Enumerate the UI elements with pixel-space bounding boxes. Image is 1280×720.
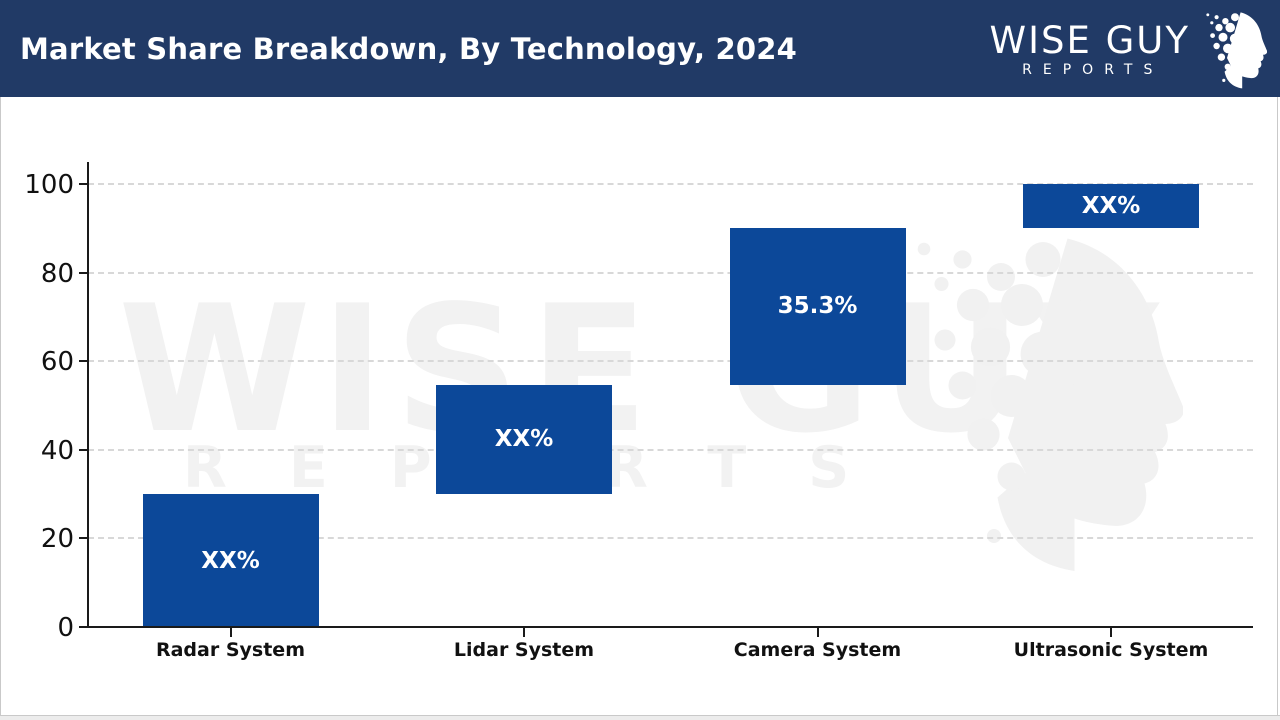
bar-value-label: XX% (1081, 193, 1141, 220)
card-border-left (0, 97, 1, 720)
x-tick-2 (816, 628, 819, 637)
y-gridline-40 (88, 448, 1253, 451)
y-tick-label-40: 40 (40, 435, 74, 466)
y-gridline-20 (88, 537, 1253, 540)
x-tick-label-2: Camera System (733, 639, 902, 661)
x-tick-0 (229, 628, 232, 637)
y-tick-label-80: 80 (40, 258, 74, 289)
x-axis-line (86, 625, 1253, 628)
brand-subname: REPORTS (1022, 62, 1164, 79)
y-tick-20 (79, 537, 88, 540)
bar-value-label: XX% (201, 547, 260, 574)
y-tick-label-20: 20 (40, 524, 74, 555)
bar-ultrasonic-system: XX% (1023, 184, 1199, 229)
y-tick-0 (79, 626, 88, 628)
y-tick-label-0: 0 (57, 613, 74, 643)
y-gridline-60 (88, 360, 1253, 363)
x-tick-label-3: Ultrasonic System (1013, 639, 1209, 661)
bar-camera-system: 35.3% (729, 228, 906, 385)
brand-logo: WISE GUY REPORTS (990, 8, 1268, 92)
brand-logo-text: WISE GUY REPORTS (989, 18, 1190, 79)
bar-lidar-system: XX% (436, 384, 612, 495)
bar-radar-system: XX% (142, 494, 319, 627)
x-tick-label-0: Radar System (155, 639, 305, 661)
brand-name: WISE GUY (989, 18, 1190, 62)
y-tick-100 (79, 183, 88, 185)
x-tick-1 (523, 628, 525, 637)
bar-value-label: 35.3% (777, 293, 858, 320)
x-tick-label-1: Lidar System (453, 639, 595, 661)
chart-title: Market Share Breakdown, By Technology, 2… (20, 31, 798, 66)
y-tick-80 (79, 271, 88, 274)
y-axis-line (86, 162, 89, 628)
x-tick-3 (1110, 628, 1112, 637)
card-border-bottom (0, 715, 1280, 720)
y-tick-40 (79, 448, 88, 451)
bar-value-label: XX% (494, 426, 554, 453)
watermark-dotted-head-icon (868, 213, 1183, 593)
y-tick-label-60: 60 (40, 347, 74, 378)
header-bar: Market Share Breakdown, By Technology, 2… (0, 0, 1280, 97)
y-tick-60 (79, 360, 88, 363)
dotted-head-icon (1194, 10, 1268, 90)
y-gridline-100 (88, 183, 1253, 185)
y-gridline-80 (88, 271, 1253, 274)
card-border-right (1277, 97, 1278, 720)
y-tick-label-100: 100 (24, 170, 74, 200)
